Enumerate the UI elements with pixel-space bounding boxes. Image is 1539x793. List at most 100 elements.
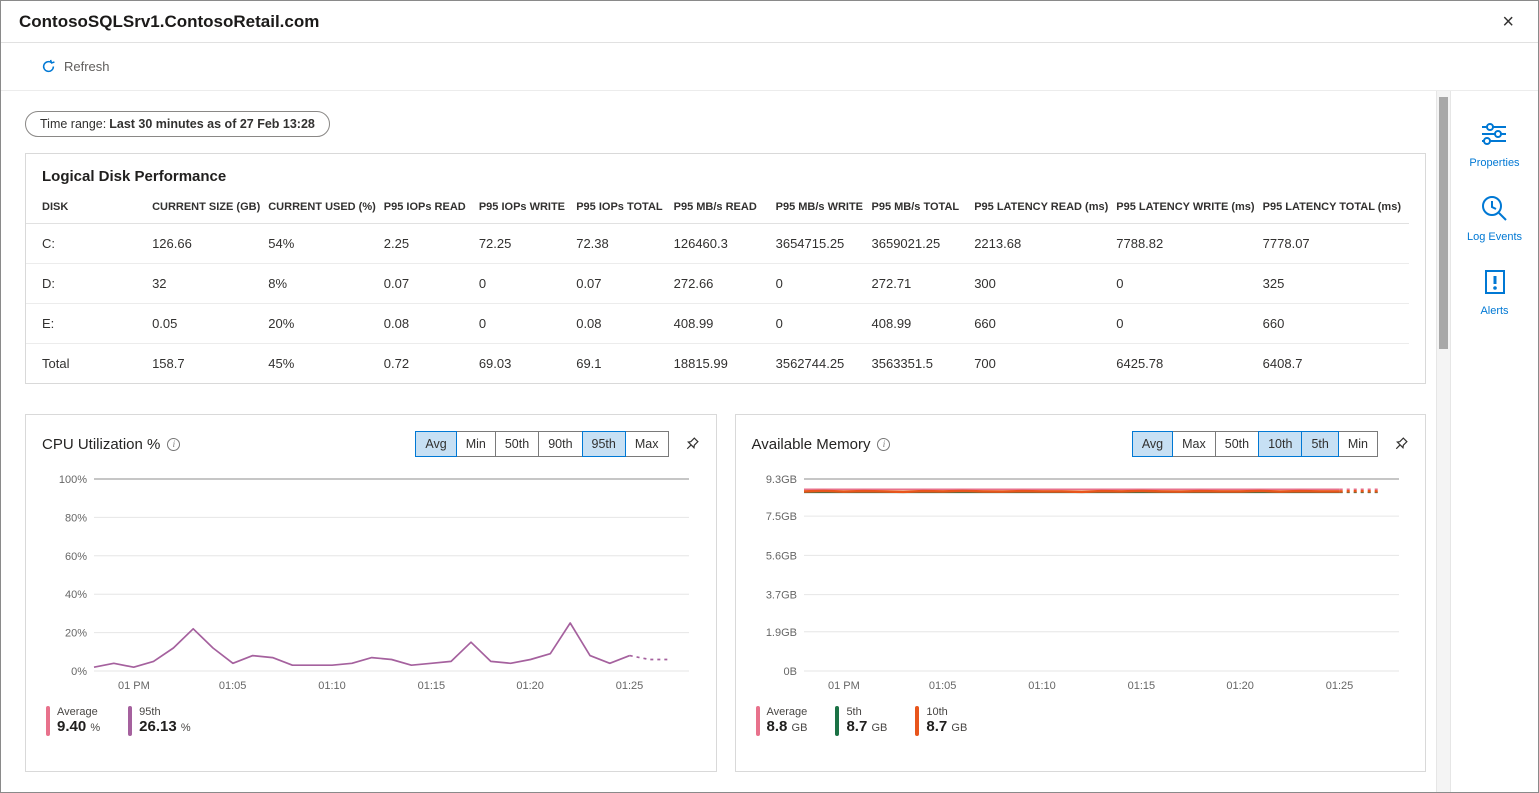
disk-cell: 0: [478, 263, 577, 304]
legend-label: 95th: [139, 706, 161, 718]
disk-cell: 7788.82: [1116, 223, 1263, 264]
toolbar: Refresh: [1, 43, 1538, 91]
aggregation-button-avg[interactable]: Avg: [415, 431, 457, 457]
properties-sliders-icon: [1479, 119, 1509, 154]
refresh-button[interactable]: Refresh: [41, 59, 110, 74]
aggregation-button-90th[interactable]: 90th: [538, 431, 583, 457]
panel-item-properties[interactable]: Properties: [1469, 119, 1520, 169]
svg-text:01 PM: 01 PM: [118, 680, 150, 692]
right-panel: Properties Log Events: [1451, 91, 1538, 792]
disk-cell: 2.25: [383, 223, 479, 264]
disk-cell: 8%: [268, 263, 384, 304]
scrollbar-thumb[interactable]: [1439, 97, 1448, 349]
panel-label-alerts: Alerts: [1480, 305, 1509, 317]
aggregation-button-max[interactable]: Max: [1172, 431, 1216, 457]
svg-text:9.3GB: 9.3GB: [765, 474, 796, 486]
aggregation-button-min[interactable]: Min: [455, 431, 496, 457]
disk-cell: 0.07: [576, 263, 674, 304]
time-range-pill[interactable]: Time range: Last 30 minutes as of 27 Feb…: [25, 111, 330, 137]
svg-text:3.7GB: 3.7GB: [765, 590, 796, 602]
aggregation-button-50th[interactable]: 50th: [1214, 431, 1260, 457]
aggregation-button-50th[interactable]: 50th: [494, 431, 540, 457]
svg-text:01:05: 01:05: [928, 680, 956, 692]
cpu-chart-card: CPU Utilization % i Avg Min 50th 90th 95th Ma…: [25, 414, 717, 772]
memory-aggregation-buttons: Avg Max 50th 10th 5th Min: [1131, 431, 1378, 457]
panel-item-alerts[interactable]: Alerts: [1480, 267, 1510, 317]
svg-text:01:10: 01:10: [1028, 680, 1056, 692]
aggregation-button-max[interactable]: Max: [624, 431, 669, 457]
svg-text:60%: 60%: [65, 551, 87, 563]
aggregation-button-5th[interactable]: 5th: [1301, 431, 1339, 457]
disk-cell: 3562744.25: [775, 356, 845, 371]
titlebar: ContosoSQLSrv1.ContosoRetail.com ×: [1, 1, 1538, 43]
column-header: P95 IOPs READ: [383, 191, 479, 224]
disk-cell: 3563351.5: [871, 356, 933, 371]
info-icon[interactable]: i: [167, 437, 181, 451]
svg-text:5.6GB: 5.6GB: [765, 550, 796, 562]
legend-item-5th: 5th 8.7 GB: [835, 706, 887, 736]
disk-cell: 69.1: [576, 356, 602, 371]
aggregation-button-10th[interactable]: 10th: [1258, 431, 1303, 457]
disk-cell: 272.71: [871, 263, 975, 304]
svg-text:01:25: 01:25: [616, 680, 644, 692]
disk-performance-section: Logical Disk Performance DISK CURRENT SIZ…: [25, 153, 1426, 384]
column-header: P95 MB/s TOTAL: [871, 191, 975, 224]
legend-item-95th: 95th 26.13 %: [128, 706, 191, 736]
svg-text:01:10: 01:10: [318, 680, 346, 692]
disk-cell: D:: [26, 263, 153, 304]
alerts-icon: [1480, 267, 1510, 302]
legend-swatch: [46, 706, 50, 736]
column-header: P95 MB/s WRITE: [775, 191, 872, 224]
disk-cell: 0: [775, 263, 872, 304]
svg-text:0%: 0%: [71, 666, 87, 678]
disk-cell: 2213.68: [974, 223, 1117, 264]
svg-text:0B: 0B: [783, 666, 796, 678]
legend-swatch: [128, 706, 133, 736]
legend-item-average: Average 8.8 GB: [755, 706, 808, 736]
disk-cell: 32: [152, 263, 269, 304]
legend-value: 8.7 GB: [926, 718, 968, 735]
memory-chart-plot: 0B 1.9GB 3.7GB 5.6GB 7.5GB 9.3GB 01 PM 01:05 01:…: [752, 469, 1410, 702]
disk-cell: 126460.3: [673, 223, 776, 264]
cpu-chart-title: CPU Utilization %: [42, 435, 161, 453]
aggregation-button-avg[interactable]: Avg: [1131, 431, 1174, 457]
svg-text:01:15: 01:15: [418, 680, 446, 692]
disk-cell: 0.08: [383, 303, 479, 344]
svg-text:01:20: 01:20: [516, 680, 544, 692]
time-range-label: Time range:: [40, 117, 107, 131]
disk-cell: 408.99: [673, 303, 776, 344]
legend-swatch: [915, 706, 920, 736]
column-header: CURRENT USED (%): [268, 191, 384, 224]
aggregation-button-95th[interactable]: 95th: [581, 431, 626, 457]
disk-cell: E:: [26, 303, 153, 344]
vertical-scrollbar[interactable]: [1436, 91, 1451, 792]
column-header: P95 IOPs TOTAL: [576, 191, 674, 224]
legend-value: 26.13 %: [139, 718, 191, 735]
info-icon[interactable]: i: [877, 437, 891, 451]
charts-row: CPU Utilization % i Avg Min 50th 90th 95th Ma…: [25, 414, 1426, 772]
disk-cell: 408.99: [871, 303, 975, 344]
column-header: P95 LATENCY WRITE (ms): [1116, 191, 1263, 224]
legend-label: Average: [766, 706, 808, 718]
column-header: P95 IOPs WRITE: [478, 191, 577, 224]
disk-cell: 158.7: [152, 356, 185, 371]
svg-text:40%: 40%: [65, 589, 87, 601]
svg-text:01:15: 01:15: [1127, 680, 1155, 692]
disk-cell: 18815.99: [673, 356, 728, 371]
refresh-label: Refresh: [64, 59, 110, 74]
aggregation-button-min[interactable]: Min: [1337, 431, 1378, 457]
memory-chart-card: Available Memory i Avg Max 50th 10th 5th Min: [734, 414, 1426, 772]
legend-swatch: [835, 706, 840, 736]
disk-row: E: 0.05 20% 0.08 0 0.08 408.99 0 408.99 660 0 660: [26, 303, 1409, 344]
pin-icon[interactable]: [1392, 436, 1409, 453]
panel-item-log-events[interactable]: Log Events: [1467, 193, 1522, 243]
disk-cell: 0.05: [152, 303, 269, 344]
disk-cell: 126.66: [152, 223, 269, 264]
disk-performance-table: DISK CURRENT SIZE (GB) CURRENT USED (%) P95…: [26, 191, 1409, 383]
disk-cell: 6425.78: [1116, 356, 1164, 371]
close-button[interactable]: ×: [1494, 8, 1522, 36]
pin-icon[interactable]: [683, 436, 700, 453]
disk-cell: 0: [775, 303, 872, 344]
legend-label: Average: [57, 706, 98, 718]
disk-cell: 7778.07: [1262, 223, 1409, 264]
